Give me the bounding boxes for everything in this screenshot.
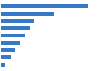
Bar [1, 26, 30, 30]
Bar [1, 4, 88, 8]
Bar [1, 55, 11, 59]
Bar [1, 19, 34, 23]
Bar [1, 34, 25, 37]
Bar [1, 48, 15, 52]
Bar [1, 41, 20, 45]
Bar [1, 63, 4, 67]
Bar [1, 12, 54, 16]
